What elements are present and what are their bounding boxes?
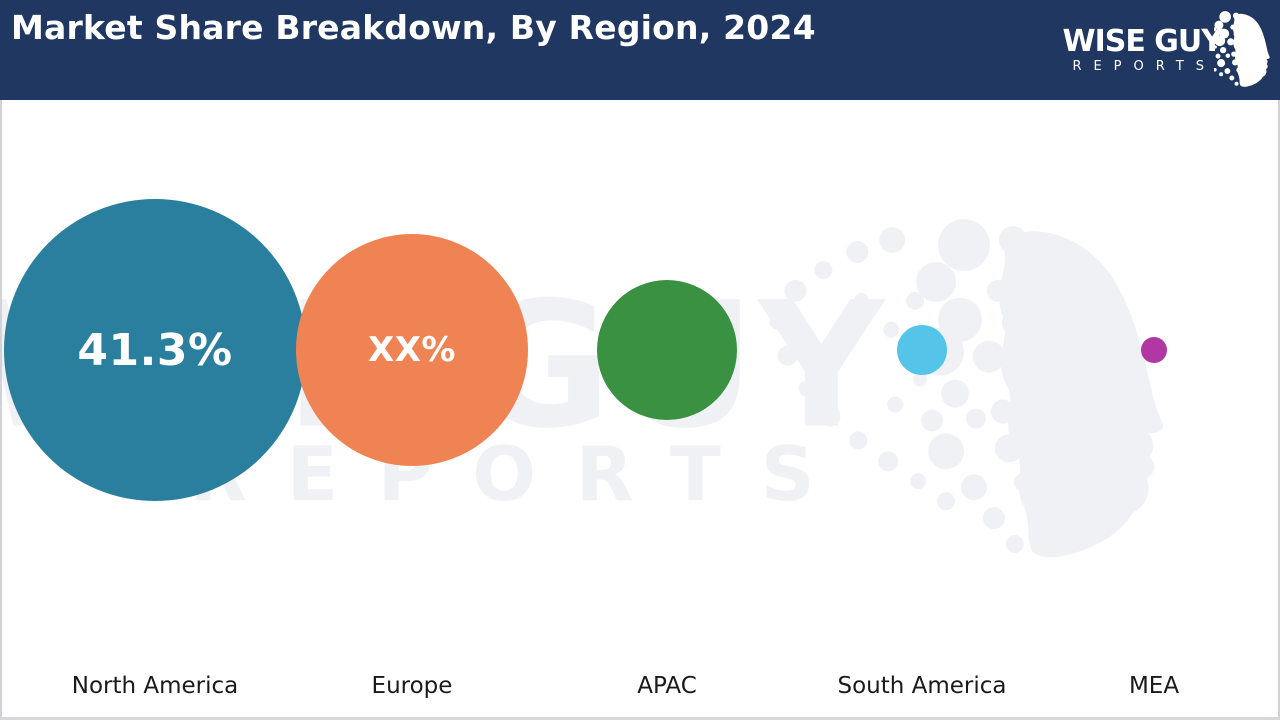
region-labels: North America Europe APAC South America MEA: [2, 670, 1278, 702]
brand-logo: WISE GUY REPORTS: [1062, 0, 1280, 100]
bubble-europe: XX%: [296, 234, 528, 466]
region-label-south-america: South America: [837, 673, 1007, 699]
bubble-north-america: 41.3%: [4, 199, 306, 501]
region-label-north-america: North America: [71, 673, 239, 699]
region-label-apac: APAC: [637, 673, 697, 699]
chart-area: WISE GUY REPORTS 41.3%XX% North AmericaE…: [0, 100, 1280, 720]
logo-head-icon: [1214, 11, 1270, 87]
watermark-subtitle: REPORTS: [189, 431, 854, 518]
logo-subtitle: REPORTS: [1072, 59, 1217, 74]
region-label-europe: Europe: [371, 673, 453, 699]
header: Market Share Breakdown, By Region, 2024 …: [0, 0, 1280, 100]
bubble-apac: [597, 280, 737, 420]
brand-logo-text: WISE GUY REPORTS: [1062, 24, 1223, 74]
bubble-value-europe: XX%: [368, 330, 456, 370]
bubble-mea: [1141, 337, 1167, 363]
bubble-value-north-america: 41.3%: [77, 324, 233, 376]
bubble-layer: 41.3% XX%: [2, 100, 1278, 717]
page-title: Market Share Breakdown, By Region, 2024: [11, 8, 816, 47]
bubble-south-america: [897, 325, 947, 375]
logo-wordmark: WISE GUY: [1062, 24, 1223, 59]
region-label-mea: MEA: [1128, 673, 1180, 699]
